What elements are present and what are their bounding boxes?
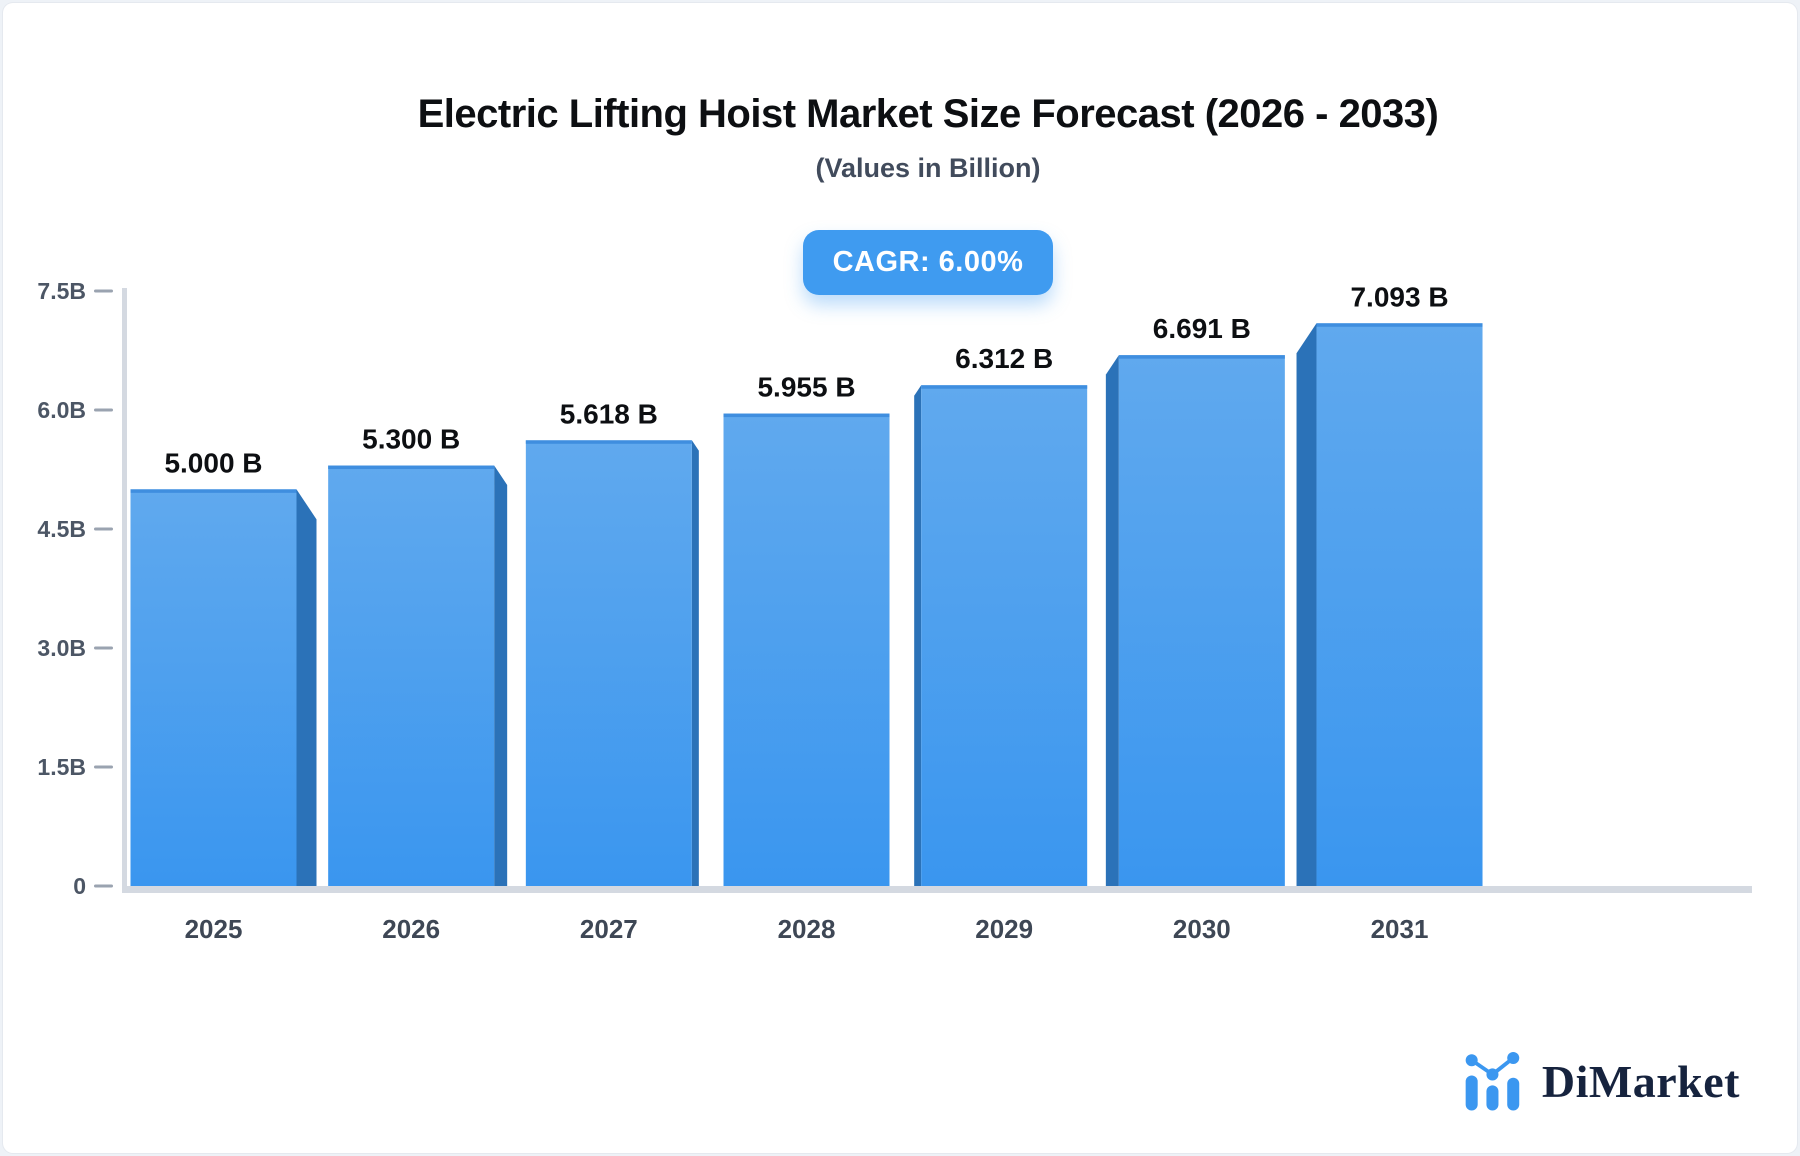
y-axis-tick-label: 6.0B [37,397,86,423]
brand-logo: DiMarket [1458,1046,1740,1116]
y-axis-tick-label: 1.5B [37,754,86,780]
x-axis-label: 2025 [185,914,243,944]
bar-top-edge [130,489,297,493]
bar-side-face [1105,355,1119,886]
y-axis-tick [94,765,113,769]
y-axis-line [122,288,127,893]
bar-chart-logo-icon [1465,1052,1520,1111]
bar-top-edge [1316,323,1483,327]
x-axis-label: 2028 [778,914,836,944]
cagr-badge: CAGR: 6.00% [802,230,1054,295]
y-axis-tick-label: 4.5B [37,516,86,542]
chart-header: Electric Lifting Hoist Market Size Forec… [56,0,1800,295]
bar-top-edge [723,413,890,418]
x-axis-baseline [122,886,1752,893]
bar-side-face [494,465,508,886]
bar-2031 [1316,323,1483,886]
bar-side-face [1296,323,1317,886]
y-axis-tick [94,408,113,412]
chart-title: Electric Lifting Hoist Market Size Forec… [417,92,1439,136]
bar-top-edge [525,440,692,444]
bar-value-label: 5.955 B [757,372,855,403]
bar-value-label: 7.093 B [1350,281,1448,312]
brand-name: DiMarket [1541,1055,1740,1107]
bar-2029 [921,385,1088,886]
x-axis-label: 2026 [382,914,440,944]
bar-side-face [296,489,317,886]
bar-value-label: 6.312 B [955,343,1053,374]
bar-2030 [1118,355,1285,886]
x-axis-label: 2027 [580,914,638,944]
y-axis-tick [94,884,113,888]
bar-side-face [914,385,922,886]
bar-value-label: 5.618 B [560,398,658,429]
x-axis-label: 2031 [1371,914,1429,944]
bar-value-label: 5.300 B [362,424,460,455]
y-axis-tick-label: 0 [73,873,86,899]
bar-2025 [130,489,297,886]
x-axis-label: 2030 [1173,914,1231,944]
x-axis-label: 2029 [975,914,1033,944]
y-axis-tick-label: 7.5B [37,278,86,304]
y-axis-tick [94,289,113,293]
y-axis-tick [94,527,113,531]
bar-2028 [723,413,890,886]
bar-2027 [525,440,692,886]
bar-top-edge [921,385,1088,389]
bar-value-label: 6.691 B [1153,313,1251,344]
bar-side-face [691,440,699,886]
bar-2026 [328,465,495,886]
y-axis-tick [94,646,113,650]
chart-subtitle: (Values in Billion) [815,153,1041,183]
bar-top-edge [1118,355,1285,359]
y-axis-tick-label: 3.0B [37,635,86,661]
bar-top-edge [328,465,495,470]
bar-value-label: 5.000 B [164,447,262,478]
